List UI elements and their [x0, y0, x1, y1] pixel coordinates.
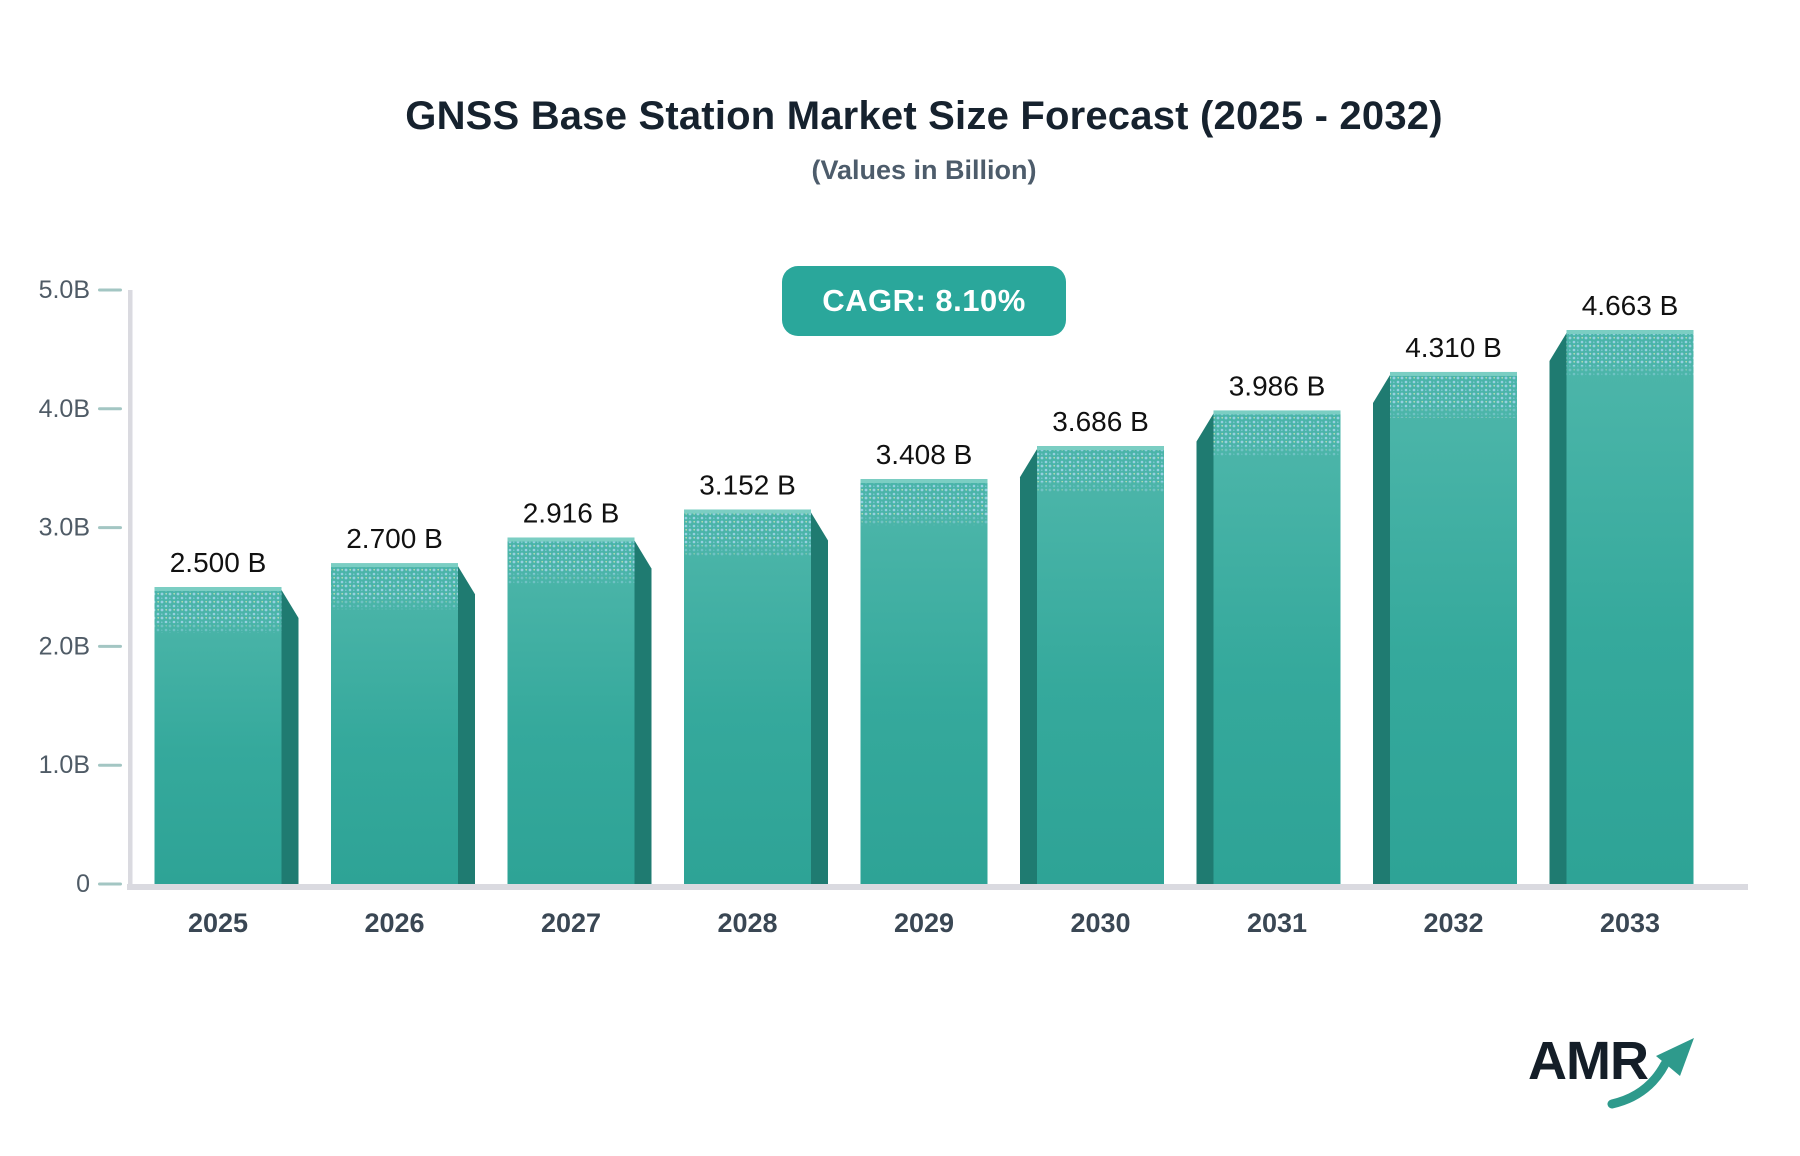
bar-top-edge: [1213, 410, 1341, 415]
chart-header: GNSS Base Station Market Size Forecast (…: [48, 0, 1800, 336]
y-axis-tick-mark: [98, 763, 122, 767]
bar-texture-dots: [331, 567, 458, 600]
page-title: GNSS Base Station Market Size Forecast (…: [405, 94, 1443, 138]
bar-value-label: 3.408 B: [876, 439, 973, 470]
bar-texture-dots-faint: [1390, 407, 1517, 418]
y-axis-tick-mark: [98, 288, 122, 292]
bar-texture-dots-faint: [154, 623, 282, 633]
y-axis-tick-label: 5.0B: [39, 276, 90, 304]
y-axis-tick-label: 0: [76, 870, 90, 898]
bar-texture-dots: [1037, 450, 1164, 483]
y-axis-tick-mark: [98, 882, 122, 886]
bar-value-label: 3.986 B: [1229, 370, 1326, 401]
bar-texture-dots: [154, 591, 282, 623]
bar-body: [331, 563, 458, 884]
bar-top-edge: [331, 563, 458, 568]
x-axis-category-label: 2025: [188, 908, 248, 938]
bar-texture-dots: [1390, 375, 1517, 408]
y-axis-tick-mark: [98, 644, 122, 648]
bar-value-label: 2.500 B: [170, 547, 267, 578]
bar-2032: 4.310 B: [1373, 332, 1517, 884]
bar-value-label: 4.663 B: [1582, 290, 1679, 321]
x-axis-category-label: 2029: [894, 908, 954, 938]
bar-top-edge: [684, 509, 811, 514]
bar-top-edge: [154, 587, 282, 591]
bar-value-label: 2.916 B: [523, 498, 620, 529]
x-axis-category-label: 2026: [364, 908, 424, 938]
bar-texture-dots-faint: [1566, 366, 1694, 377]
trend-up-arrow-icon: [1607, 1038, 1694, 1109]
bar-value-label: 4.310 B: [1405, 332, 1502, 363]
bar-body: [1037, 446, 1164, 884]
bar-side-face: [1196, 413, 1214, 884]
bar-2026: 2.700 B: [331, 523, 475, 884]
bar-side-face: [458, 566, 475, 884]
bar-body: [860, 479, 988, 884]
bar-2030: 3.686 B: [1020, 406, 1164, 884]
bar-side-face: [1373, 374, 1390, 884]
x-axis-category-label: 2032: [1423, 908, 1483, 938]
bar-texture-dots-faint: [507, 573, 635, 584]
bar-value-label: 3.152 B: [699, 470, 796, 501]
bar-2029: 3.408 B: [860, 439, 988, 884]
bar-texture-dots: [1566, 334, 1694, 367]
bar-texture-dots-faint: [1037, 482, 1164, 493]
bar-texture-dots-faint: [860, 515, 988, 526]
amr-logo: AMR: [1528, 1034, 1728, 1134]
bar-top-edge: [1037, 446, 1164, 451]
bar-texture-dots-faint: [331, 599, 458, 610]
bar-texture-dots-faint: [684, 545, 811, 556]
x-axis-category-label: 2028: [717, 908, 777, 938]
x-axis-category-label: 2033: [1600, 908, 1660, 938]
y-axis-tick-label: 3.0B: [39, 514, 90, 542]
y-axis-tick-label: 4.0B: [39, 395, 90, 423]
bar-body: [1213, 410, 1341, 884]
bar-side-face: [811, 512, 828, 884]
bar-body: [507, 537, 635, 884]
x-axis-category-label: 2027: [541, 908, 601, 938]
y-axis-tick-mark: [98, 407, 122, 411]
bar-top-edge: [507, 537, 635, 542]
x-axis-line: [127, 884, 1748, 890]
bar-body: [1566, 330, 1694, 884]
bar-texture-dots: [1213, 414, 1341, 447]
bar-body: [684, 509, 811, 884]
bar-body: [1390, 371, 1517, 884]
chart-subtitle: (Values in Billion): [811, 155, 1037, 185]
cagr-badge: CAGR: 8.10%: [782, 266, 1066, 336]
bar-texture-dots: [684, 513, 811, 546]
bar-texture-dots-faint: [1213, 446, 1341, 457]
bar-top-edge: [860, 479, 988, 484]
bar-2027: 2.916 B: [507, 498, 652, 884]
bar-value-label: 3.686 B: [1052, 406, 1149, 437]
bar-side-face: [281, 590, 299, 884]
bar-body: [154, 587, 282, 884]
bar-2025: 2.500 B: [154, 547, 299, 884]
y-axis-tick-label: 1.0B: [39, 751, 90, 779]
x-axis-category-label: 2031: [1247, 908, 1307, 938]
bar-side-face: [634, 540, 652, 884]
y-axis-tick-mark: [98, 526, 122, 530]
bar-side-face: [1549, 333, 1567, 884]
y-axis-tick-label: 2.0B: [39, 632, 90, 660]
bar-value-label: 2.700 B: [346, 523, 443, 554]
bar-2033: 4.663 B: [1549, 290, 1694, 884]
bar-2031: 3.986 B: [1196, 370, 1341, 884]
logo-text: AMR: [1528, 1031, 1649, 1091]
bar-texture-dots: [507, 541, 635, 574]
bar-side-face: [1020, 449, 1037, 884]
bar-2028: 3.152 B: [684, 470, 828, 884]
bar-top-edge: [1390, 371, 1517, 376]
bar-texture-dots: [860, 483, 988, 516]
x-axis-category-label: 2030: [1070, 908, 1130, 938]
bar-top-edge: [1566, 330, 1694, 335]
y-axis-line: [128, 290, 133, 884]
